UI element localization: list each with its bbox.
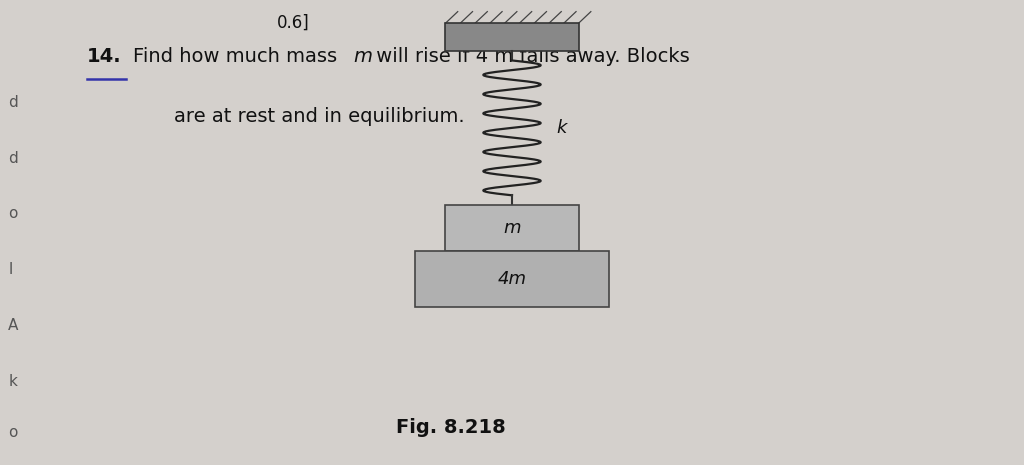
Text: Fig. 8.218: Fig. 8.218 [395, 418, 506, 437]
Text: o: o [8, 206, 17, 221]
Bar [445, 23, 579, 51]
Text: m: m [353, 46, 373, 66]
Text: o: o [8, 425, 17, 440]
Text: d: d [8, 151, 18, 166]
Text: k: k [8, 374, 17, 389]
Text: d: d [8, 95, 18, 110]
Text: 14.: 14. [87, 46, 122, 66]
Text: Find how much mass: Find how much mass [133, 46, 343, 66]
Bar [445, 205, 579, 251]
Bar [415, 251, 609, 307]
Text: m: m [503, 219, 521, 237]
Text: 4m: 4m [498, 270, 526, 288]
Text: are at rest and in equilibrium.: are at rest and in equilibrium. [174, 107, 465, 126]
Text: 0.6]: 0.6] [276, 14, 309, 32]
Text: A: A [8, 318, 18, 333]
Text: l: l [8, 262, 12, 277]
Text: will rise if 4 m falls away. Blocks: will rise if 4 m falls away. Blocks [370, 46, 689, 66]
Text: k: k [556, 119, 566, 137]
